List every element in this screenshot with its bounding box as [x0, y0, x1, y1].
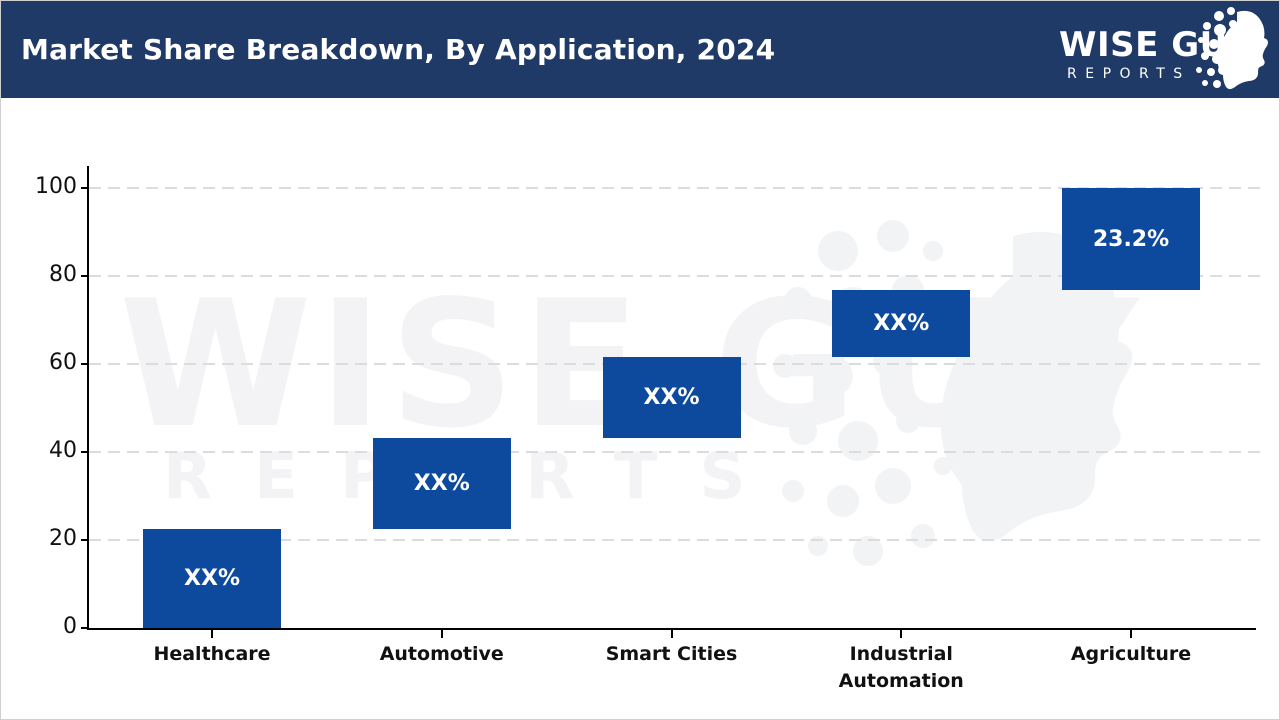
logo-face-icon	[1196, 6, 1268, 89]
bar-value-label: XX%	[643, 385, 700, 411]
page-title: Market Share Breakdown, By Application, …	[21, 33, 776, 66]
x-category-label: Industrial Automation	[838, 643, 964, 692]
x-axis-tick	[900, 630, 903, 638]
x-category-label: Automotive	[379, 643, 504, 665]
y-axis-tick-label: 100	[35, 174, 77, 199]
y-axis-tick	[81, 363, 89, 365]
y-axis-tick	[81, 187, 89, 189]
logo-text-reports: REPORTS	[1067, 66, 1191, 82]
y-axis-tick-label: 40	[49, 438, 77, 463]
bar-value-label: XX%	[413, 471, 470, 497]
bar-agriculture: 23.2%	[1062, 188, 1200, 291]
y-axis-tick-label: 60	[49, 350, 77, 375]
bar-healthcare: XX%	[143, 529, 281, 628]
y-axis-tick-label: 0	[63, 614, 77, 639]
x-category-label: Agriculture	[1070, 643, 1192, 665]
bar-smart-cities: XX%	[602, 357, 741, 439]
x-category-label: Smart Cities	[605, 643, 738, 665]
y-axis-tick	[81, 539, 89, 541]
bar-value-label: XX%	[184, 566, 240, 591]
y-axis-tick-label: 80	[49, 262, 77, 287]
y-axis-line	[87, 166, 90, 630]
x-axis-tick	[440, 630, 443, 638]
header-bar: Market Share Breakdown, By Application, …	[1, 1, 1279, 98]
chart-plot-region: WISE GUY REPORTS 020406080100XX%Healthca…	[1, 98, 1279, 719]
x-axis-tick	[670, 630, 673, 638]
bar-value-label: XX%	[873, 311, 930, 337]
bar-value-label: 23.2%	[1092, 226, 1170, 252]
x-axis-tick	[1130, 630, 1132, 638]
gridline	[89, 539, 1264, 541]
x-axis-line	[87, 628, 1256, 631]
bar-automotive: XX%	[372, 438, 511, 529]
y-axis-tick-label: 20	[49, 526, 77, 551]
y-axis-tick	[81, 275, 89, 277]
bar-industrial-automation: XX%	[832, 290, 971, 358]
y-axis-tick	[81, 627, 89, 629]
x-axis-tick	[211, 630, 213, 638]
x-category-label: Healthcare	[153, 643, 271, 665]
wise-guy-logo: WISE GUY REPORTS	[1059, 6, 1268, 89]
y-axis-tick	[81, 451, 89, 453]
gridline	[89, 275, 1264, 277]
gridline	[89, 187, 1264, 189]
gridline	[89, 451, 1264, 453]
